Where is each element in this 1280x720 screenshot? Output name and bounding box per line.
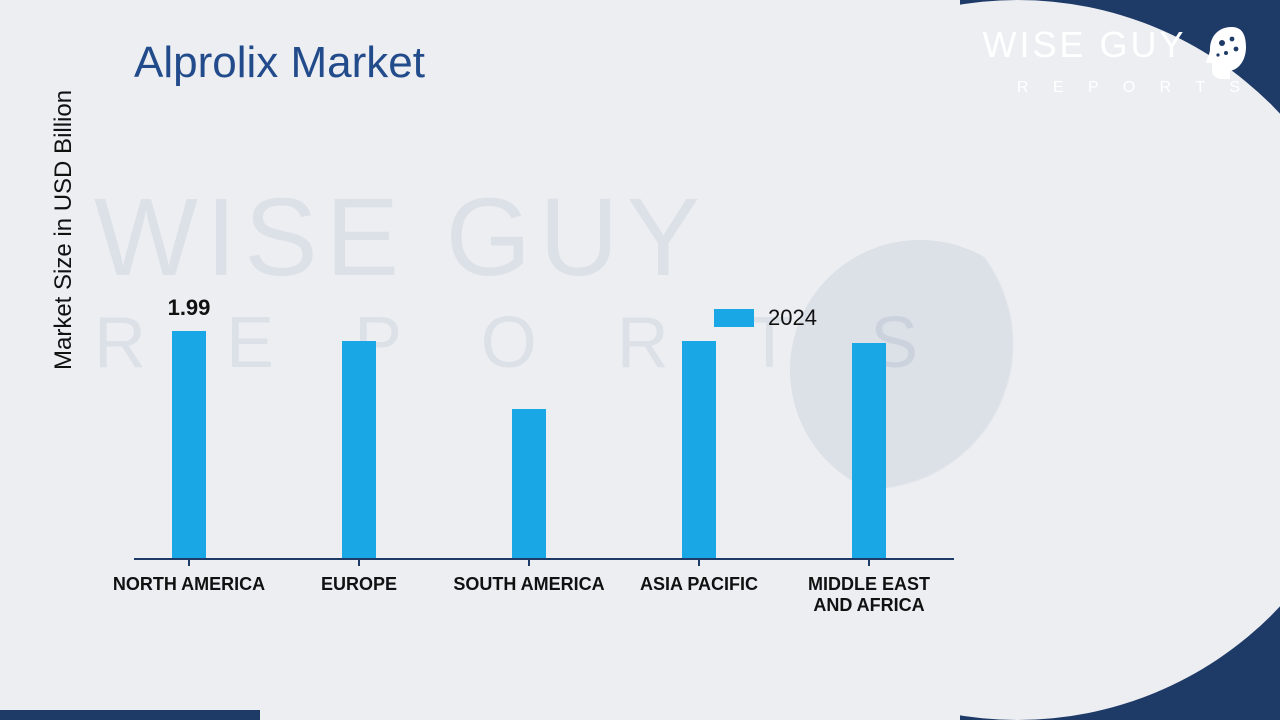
bottom-accent-bar: [0, 710, 260, 720]
bar: [852, 343, 886, 558]
x-axis-label: EUROPE: [279, 574, 439, 595]
x-tick: [868, 558, 870, 566]
brand-logo: WISE GUY R E P O R T S: [983, 24, 1250, 97]
plot-area: 2024 NORTH AMERICA1.99EUROPESOUTH AMERIC…: [134, 160, 954, 560]
legend: 2024: [714, 305, 817, 331]
legend-label: 2024: [768, 305, 817, 331]
x-axis-label: MIDDLE EAST AND AFRICA: [789, 574, 949, 615]
chart-card: Alprolix Market WISE GUY R E P O R T S M…: [14, 10, 964, 710]
y-axis-label: Market Size in USD Billion: [50, 90, 78, 370]
legend-swatch: [714, 309, 754, 327]
x-axis-label: SOUTH AMERICA: [449, 574, 609, 595]
bar: [512, 409, 546, 558]
logo-line2: R E P O R T S: [983, 79, 1250, 97]
bar: [172, 331, 206, 558]
bar-value-label: 1.99: [168, 295, 211, 321]
x-tick: [358, 558, 360, 566]
logo-line1: WISE GUY: [983, 24, 1187, 65]
bar: [682, 341, 716, 558]
x-tick: [188, 558, 190, 566]
bar: [342, 341, 376, 558]
chart-title: Alprolix Market: [134, 38, 425, 88]
x-tick: [528, 558, 530, 566]
x-axis-label: NORTH AMERICA: [109, 574, 269, 595]
logo-head-icon: [1202, 25, 1250, 81]
x-axis-label: ASIA PACIFIC: [619, 574, 779, 595]
x-tick: [698, 558, 700, 566]
